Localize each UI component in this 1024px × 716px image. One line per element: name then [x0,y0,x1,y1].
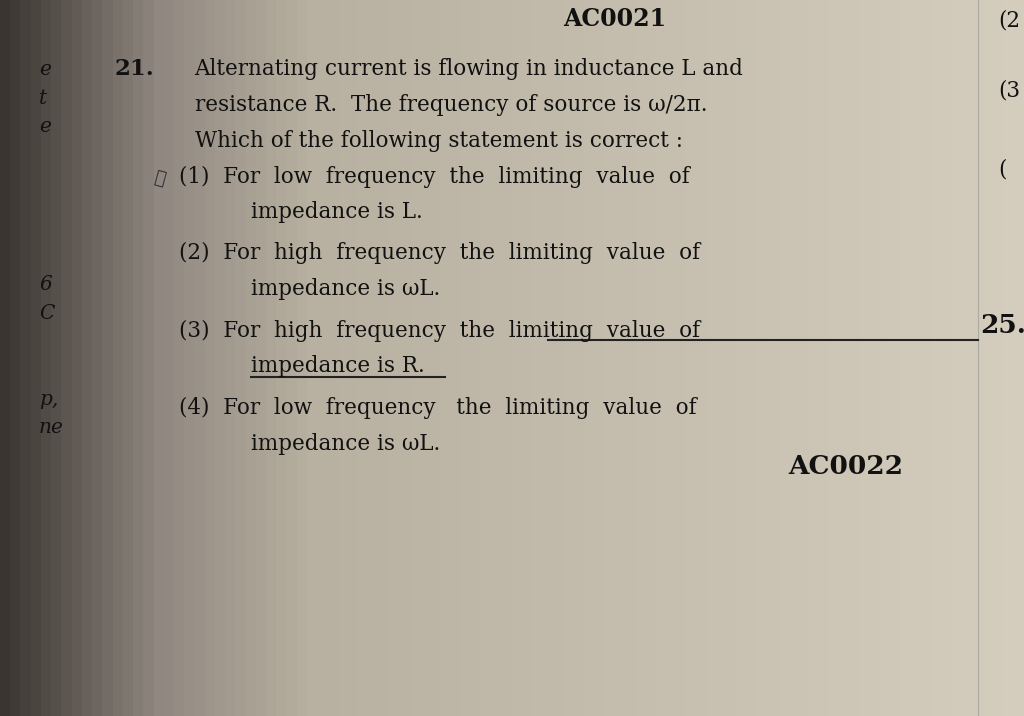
Text: e: e [39,117,51,137]
Text: p,: p, [39,390,58,409]
Text: 25.: 25. [980,313,1024,338]
Text: impedance is ωL.: impedance is ωL. [251,432,440,455]
Text: ne: ne [39,418,63,437]
Text: Alternating current is flowing in inductance L and: Alternating current is flowing in induct… [195,58,743,80]
Text: (2)  For  high  frequency  the  limiting  value  of: (2) For high frequency the limiting valu… [179,242,700,264]
Text: impedance is L.: impedance is L. [251,201,423,223]
Text: resistance R.  The frequency of source is ω/2π.: resistance R. The frequency of source is… [195,94,707,116]
Text: (2: (2 [998,9,1021,32]
Text: impedance is ωL.: impedance is ωL. [251,278,440,300]
Text: (3: (3 [998,79,1021,102]
Text: (: ( [998,158,1007,180]
Text: (3)  For  high  frequency  the  limiting  value  of: (3) For high frequency the limiting valu… [179,319,700,342]
Text: ℓ: ℓ [152,168,167,189]
Text: AC0022: AC0022 [788,454,903,479]
Text: t: t [39,89,47,108]
Text: impedance is R.: impedance is R. [251,355,425,377]
Text: (4)  For  low  frequency   the  limiting  value  of: (4) For low frequency the limiting value… [179,397,696,419]
Text: 6: 6 [39,275,51,294]
Text: 21.: 21. [115,58,155,80]
Text: e: e [39,60,51,79]
Text: C: C [39,304,54,323]
Text: Which of the following statement is correct :: Which of the following statement is corr… [195,130,683,152]
Text: (1)  For  low  frequency  the  limiting  value  of: (1) For low frequency the limiting value… [179,165,690,188]
Text: AC0021: AC0021 [563,7,666,32]
